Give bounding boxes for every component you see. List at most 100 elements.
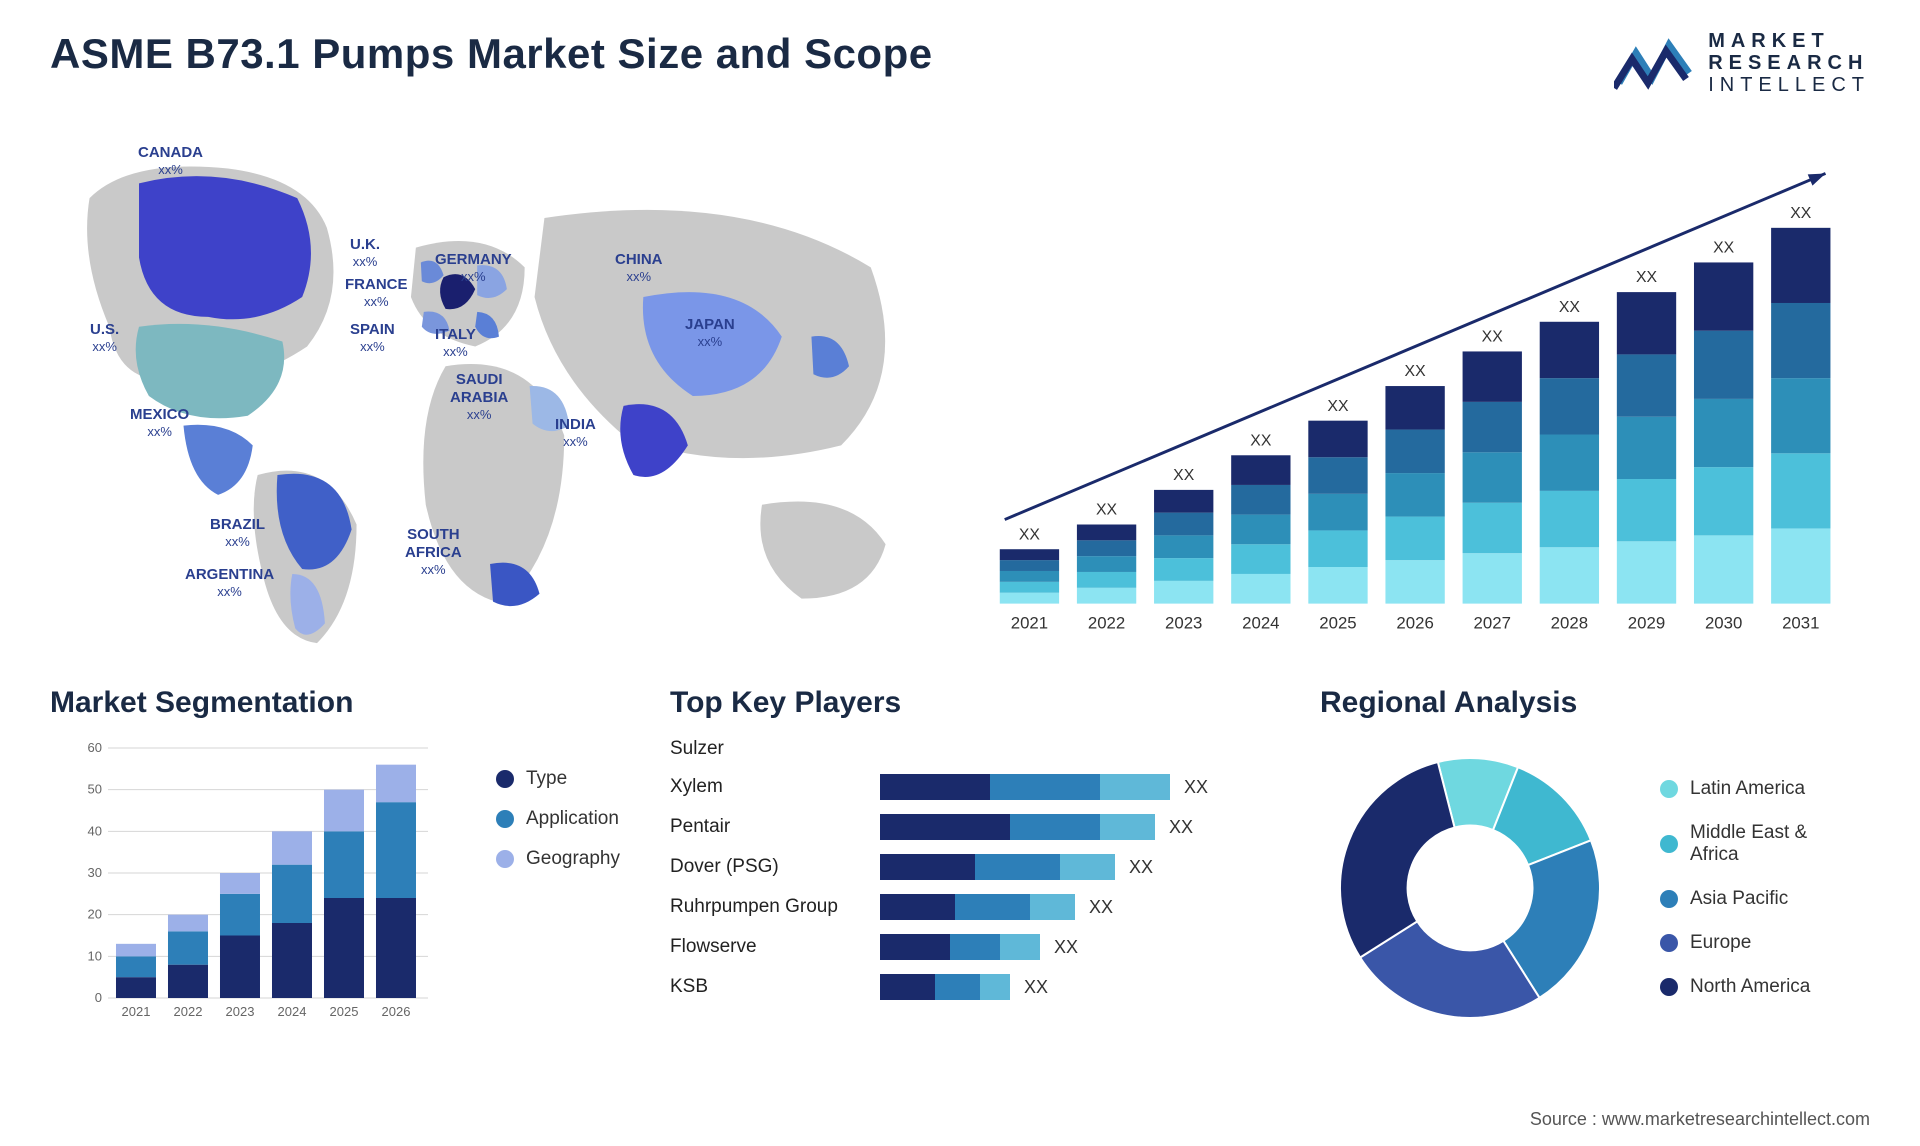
map-label: ARGENTINAxx% xyxy=(185,566,274,600)
player-value: XX xyxy=(1024,977,1048,998)
world-map-panel: CANADAxx%U.S.xx%MEXICOxx%BRAZILxx%ARGENT… xyxy=(50,126,940,656)
top-row: CANADAxx%U.S.xx%MEXICOxx%BRAZILxx%ARGENT… xyxy=(50,126,1870,656)
map-label: ITALYxx% xyxy=(435,326,476,360)
svg-text:60: 60 xyxy=(88,740,102,755)
svg-text:50: 50 xyxy=(88,782,102,797)
map-label: U.K.xx% xyxy=(350,236,380,270)
svg-text:10: 10 xyxy=(88,948,102,963)
logo-line2: RESEARCH xyxy=(1708,52,1870,74)
player-row: Flowserve XX xyxy=(670,934,1270,960)
svg-text:XX: XX xyxy=(1250,432,1272,449)
regional-legend: Latin America Middle East &Africa Asia Pac… xyxy=(1660,778,1810,998)
svg-text:2031: 2031 xyxy=(1782,613,1819,632)
svg-text:XX: XX xyxy=(1327,398,1349,415)
svg-text:2027: 2027 xyxy=(1474,613,1511,632)
player-name: Dover (PSG) xyxy=(670,856,880,878)
player-value: XX xyxy=(1169,817,1193,838)
svg-text:2029: 2029 xyxy=(1628,613,1665,632)
svg-text:XX: XX xyxy=(1559,299,1581,316)
players-title: Top Key Players xyxy=(670,686,1270,720)
svg-text:2028: 2028 xyxy=(1551,613,1588,632)
svg-text:2026: 2026 xyxy=(1396,613,1433,632)
header: ASME B73.1 Pumps Market Size and Scope M… xyxy=(50,30,1870,96)
growth-chart: 2021XX2022XX2023XX2024XX2025XX2026XX2027… xyxy=(980,126,1870,656)
page-title: ASME B73.1 Pumps Market Size and Scope xyxy=(50,30,933,78)
segmentation-chart: 0102030405060 202120222023202420252026 xyxy=(50,738,466,1028)
player-name: Flowserve xyxy=(670,936,880,958)
svg-text:XX: XX xyxy=(1790,205,1812,222)
map-label: SPAINxx% xyxy=(350,321,395,355)
svg-text:2026: 2026 xyxy=(382,1004,411,1019)
player-value: XX xyxy=(1129,857,1153,878)
map-label: SOUTHAFRICAxx% xyxy=(405,526,462,578)
svg-text:0: 0 xyxy=(95,990,102,1005)
map-label: U.S.xx% xyxy=(90,321,119,355)
svg-text:2030: 2030 xyxy=(1705,613,1742,632)
legend-item: Latin America xyxy=(1660,778,1810,800)
legend-item: North America xyxy=(1660,976,1810,998)
map-label: GERMANYxx% xyxy=(435,251,512,285)
map-label: JAPANxx% xyxy=(685,316,735,350)
logo-line3: INTELLECT xyxy=(1708,74,1870,96)
player-row: KSB XX xyxy=(670,974,1270,1000)
player-name: KSB xyxy=(670,976,880,998)
region-south-africa xyxy=(490,563,539,606)
svg-text:2023: 2023 xyxy=(1165,613,1202,632)
map-label: SAUDIARABIAxx% xyxy=(450,371,508,423)
legend-item: Type xyxy=(496,768,620,790)
svg-text:XX: XX xyxy=(1096,502,1118,519)
player-bar xyxy=(880,774,1170,800)
svg-text:XX: XX xyxy=(1636,269,1658,286)
player-row: Ruhrpumpen Group XX xyxy=(670,894,1270,920)
brand-logo: MARKET RESEARCH INTELLECT xyxy=(1614,30,1870,96)
player-name: Ruhrpumpen Group xyxy=(670,896,880,918)
legend-item: Middle East &Africa xyxy=(1660,822,1810,866)
player-bar xyxy=(880,814,1155,840)
region-australia xyxy=(760,502,885,599)
svg-text:2024: 2024 xyxy=(1242,613,1279,632)
svg-text:2025: 2025 xyxy=(1319,613,1356,632)
svg-text:XX: XX xyxy=(1482,329,1504,346)
source-text: Source : www.marketresearchintellect.com xyxy=(1530,1109,1870,1130)
svg-text:2022: 2022 xyxy=(174,1004,203,1019)
legend-item: Asia Pacific xyxy=(1660,888,1810,910)
svg-text:XX: XX xyxy=(1405,363,1427,380)
svg-text:2021: 2021 xyxy=(122,1004,151,1019)
player-row: Sulzer xyxy=(670,738,1270,760)
segmentation-panel: Market Segmentation 0102030405060 202120… xyxy=(50,686,620,1038)
players-list: SulzerXylemXXPentairXXDover (PSG)XXRuhrp… xyxy=(670,738,1270,1000)
svg-text:XX: XX xyxy=(1019,526,1041,543)
svg-text:2023: 2023 xyxy=(226,1004,255,1019)
growth-chart-panel: 2021XX2022XX2023XX2024XX2025XX2026XX2027… xyxy=(980,126,1870,656)
player-name: Sulzer xyxy=(670,738,880,760)
player-row: Xylem XX xyxy=(670,774,1270,800)
player-row: Dover (PSG) XX xyxy=(670,854,1270,880)
svg-text:XX: XX xyxy=(1713,240,1735,257)
region-canada xyxy=(139,176,311,319)
legend-item: Europe xyxy=(1660,932,1810,954)
region-us xyxy=(136,324,284,418)
regional-panel: Regional Analysis Latin America Middle Ea… xyxy=(1320,686,1870,1038)
svg-text:2021: 2021 xyxy=(1011,613,1048,632)
logo-icon xyxy=(1614,33,1694,93)
svg-text:2025: 2025 xyxy=(330,1004,359,1019)
segmentation-title: Market Segmentation xyxy=(50,686,620,720)
svg-text:40: 40 xyxy=(88,823,102,838)
map-label: FRANCExx% xyxy=(345,276,408,310)
map-label: MEXICOxx% xyxy=(130,406,189,440)
legend-item: Application xyxy=(496,808,620,830)
region-mexico xyxy=(184,425,253,495)
segmentation-legend: Type Application Geography xyxy=(496,738,620,1028)
player-bar xyxy=(880,974,1010,1000)
map-label: CHINAxx% xyxy=(615,251,663,285)
player-value: XX xyxy=(1054,937,1078,958)
logo-line1: MARKET xyxy=(1708,30,1870,52)
players-panel: Top Key Players SulzerXylemXXPentairXXDo… xyxy=(670,686,1270,1038)
map-label: CANADAxx% xyxy=(138,144,203,178)
svg-text:2024: 2024 xyxy=(278,1004,307,1019)
player-name: Xylem xyxy=(670,776,880,798)
player-value: XX xyxy=(1184,777,1208,798)
player-value: XX xyxy=(1089,897,1113,918)
legend-item: Geography xyxy=(496,848,620,870)
regional-title: Regional Analysis xyxy=(1320,686,1870,720)
